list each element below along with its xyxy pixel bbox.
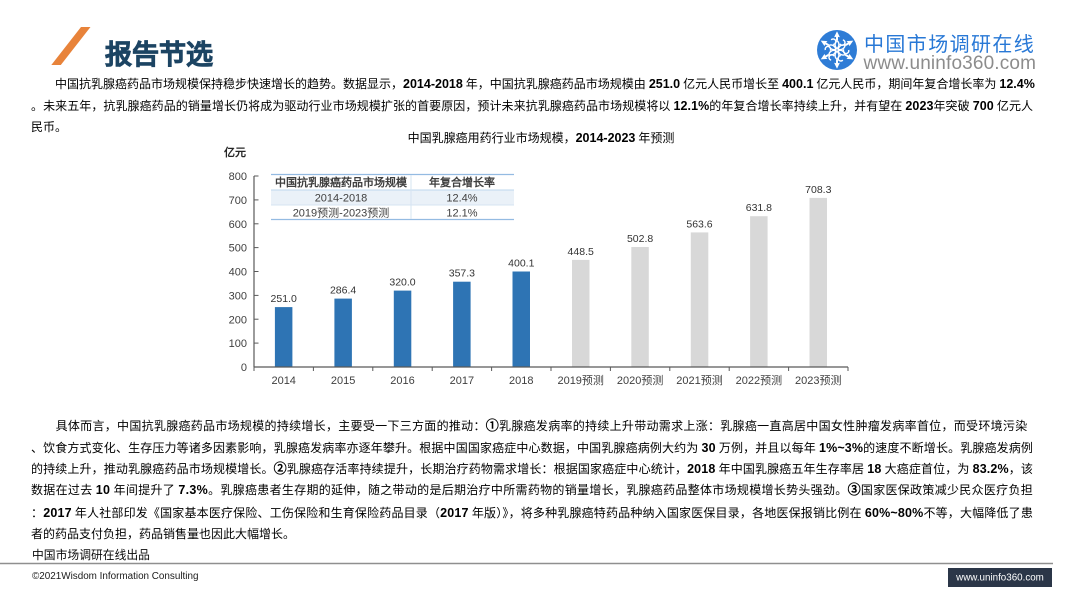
svg-text:600: 600	[229, 219, 247, 231]
svg-text:708.3: 708.3	[805, 184, 831, 196]
svg-text:502.8: 502.8	[627, 233, 653, 245]
svg-text:563.6: 563.6	[686, 218, 712, 230]
svg-text:2019预测: 2019预测	[557, 374, 603, 387]
svg-text:500: 500	[229, 243, 247, 255]
svg-text:www.uninfo360.com: www.uninfo360.com	[955, 573, 1044, 584]
svg-text:357.3: 357.3	[449, 268, 475, 280]
svg-text:2021预测: 2021预测	[676, 374, 722, 387]
svg-text:0: 0	[241, 362, 247, 374]
svg-text:400: 400	[229, 267, 247, 279]
svg-text:2023预测: 2023预测	[795, 374, 841, 387]
svg-text:2017: 2017	[450, 375, 474, 387]
svg-text:2014-2018: 2014-2018	[315, 193, 368, 205]
svg-text:2018: 2018	[509, 375, 533, 387]
svg-text:中国抗乳腺癌药品市场规模: 中国抗乳腺癌药品市场规模	[275, 175, 408, 189]
svg-text:320.0: 320.0	[389, 277, 415, 289]
svg-text:631.8: 631.8	[746, 202, 772, 214]
svg-text:年复合增长率: 年复合增长率	[429, 175, 495, 189]
svg-text:12.1%: 12.1%	[446, 208, 477, 220]
svg-text:251.0: 251.0	[271, 293, 297, 305]
svg-text:700: 700	[229, 195, 247, 207]
svg-text:286.4: 286.4	[330, 285, 356, 297]
svg-text:亿元: 亿元	[224, 145, 246, 159]
svg-text:12.4%: 12.4%	[446, 193, 477, 205]
svg-text:100: 100	[229, 338, 247, 350]
svg-text:448.5: 448.5	[568, 246, 594, 258]
svg-text:400.1: 400.1	[508, 258, 534, 270]
svg-text:2016: 2016	[390, 375, 414, 387]
svg-text:2022预测: 2022预测	[736, 374, 782, 387]
svg-text:800: 800	[229, 171, 247, 183]
svg-text:2019预测-2023预测: 2019预测-2023预测	[293, 207, 390, 220]
svg-text:300: 300	[229, 290, 247, 302]
svg-text:2015: 2015	[331, 375, 355, 387]
svg-text:2014: 2014	[271, 375, 295, 387]
svg-text:2020预测: 2020预测	[617, 374, 663, 387]
svg-text:200: 200	[229, 314, 247, 326]
